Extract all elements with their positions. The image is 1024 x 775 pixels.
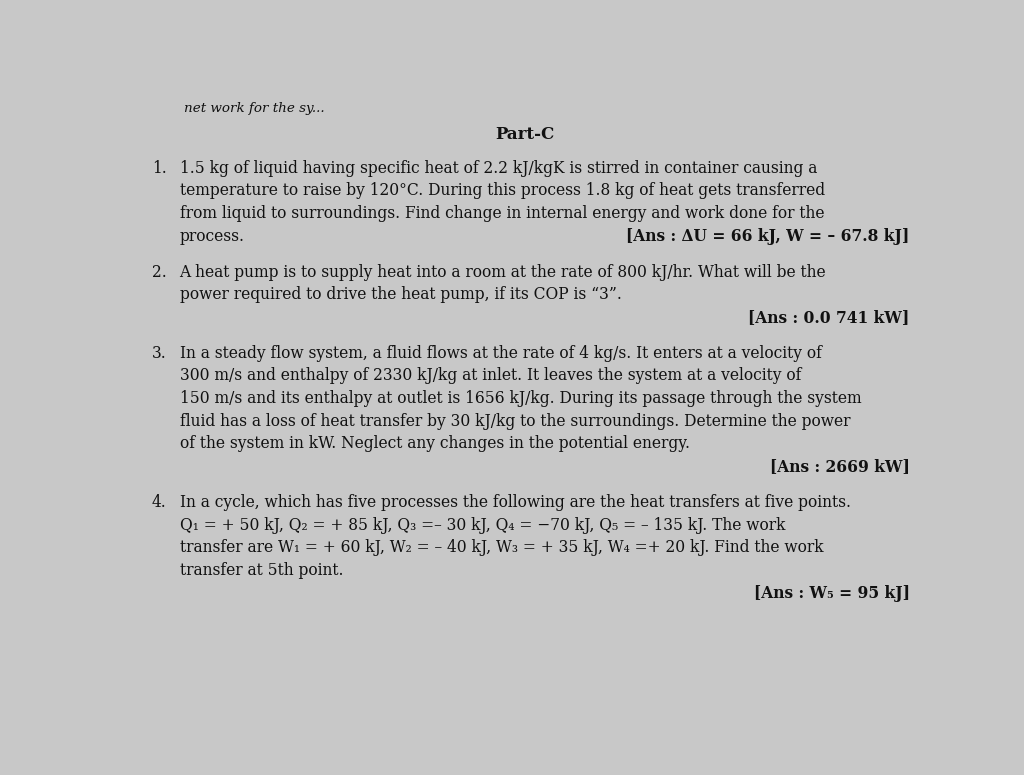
Text: Q₁ = + 50 kJ, Q₂ = + 85 kJ, Q₃ =– 30 kJ, Q₄ = −70 kJ, Q₅ = – 135 kJ. The work: Q₁ = + 50 kJ, Q₂ = + 85 kJ, Q₃ =– 30 kJ,… <box>179 517 785 534</box>
Text: transfer at 5th point.: transfer at 5th point. <box>179 562 343 579</box>
Text: A heat pump is to supply heat into a room at the rate of 800 kJ/hr. What will be: A heat pump is to supply heat into a roo… <box>179 264 826 281</box>
Text: 1.: 1. <box>152 160 167 177</box>
Text: [Ans : ΔU = 66 kJ, W = – 67.8 kJ]: [Ans : ΔU = 66 kJ, W = – 67.8 kJ] <box>627 228 909 245</box>
Text: In a cycle, which has five processes the following are the heat transfers at fiv: In a cycle, which has five processes the… <box>179 494 851 511</box>
Text: In a steady flow system, a fluid flows at the rate of 4 kg/s. It enters at a vel: In a steady flow system, a fluid flows a… <box>179 345 821 362</box>
Text: transfer are W₁ = + 60 kJ, W₂ = – 40 kJ, W₃ = + 35 kJ, W₄ =+ 20 kJ. Find the wor: transfer are W₁ = + 60 kJ, W₂ = – 40 kJ,… <box>179 539 823 556</box>
Text: [Ans : W₅ = 95 kJ]: [Ans : W₅ = 95 kJ] <box>754 584 909 601</box>
Text: from liquid to surroundings. Find change in internal energy and work done for th: from liquid to surroundings. Find change… <box>179 205 824 222</box>
Text: [Ans : 2669 kW]: [Ans : 2669 kW] <box>770 458 909 475</box>
Text: net work for the sy...: net work for the sy... <box>183 102 325 115</box>
Text: fluid has a loss of heat transfer by 30 kJ/kg to the surroundings. Determine the: fluid has a loss of heat transfer by 30 … <box>179 413 850 430</box>
Text: 150 m/s and its enthalpy at outlet is 1656 kJ/kg. During its passage through the: 150 m/s and its enthalpy at outlet is 16… <box>179 390 861 407</box>
Text: process.: process. <box>179 228 245 245</box>
Text: temperature to raise by 120°C. During this process 1.8 kg of heat gets transferr: temperature to raise by 120°C. During th… <box>179 182 824 199</box>
Text: power required to drive the heat pump, if its COP is “3”.: power required to drive the heat pump, i… <box>179 286 622 303</box>
Text: 2.: 2. <box>152 264 167 281</box>
Text: Part-C: Part-C <box>496 126 554 143</box>
Text: 1.5 kg of liquid having specific heat of 2.2 kJ/kgK is stirred in container caus: 1.5 kg of liquid having specific heat of… <box>179 160 817 177</box>
Text: of the system in kW. Neglect any changes in the potential energy.: of the system in kW. Neglect any changes… <box>179 436 689 453</box>
Text: 300 m/s and enthalpy of 2330 kJ/kg at inlet. It leaves the system at a velocity : 300 m/s and enthalpy of 2330 kJ/kg at in… <box>179 367 801 384</box>
Text: 4.: 4. <box>152 494 167 511</box>
Text: 3.: 3. <box>152 345 167 362</box>
Text: [Ans : 0.0 741 kW]: [Ans : 0.0 741 kW] <box>749 309 909 326</box>
